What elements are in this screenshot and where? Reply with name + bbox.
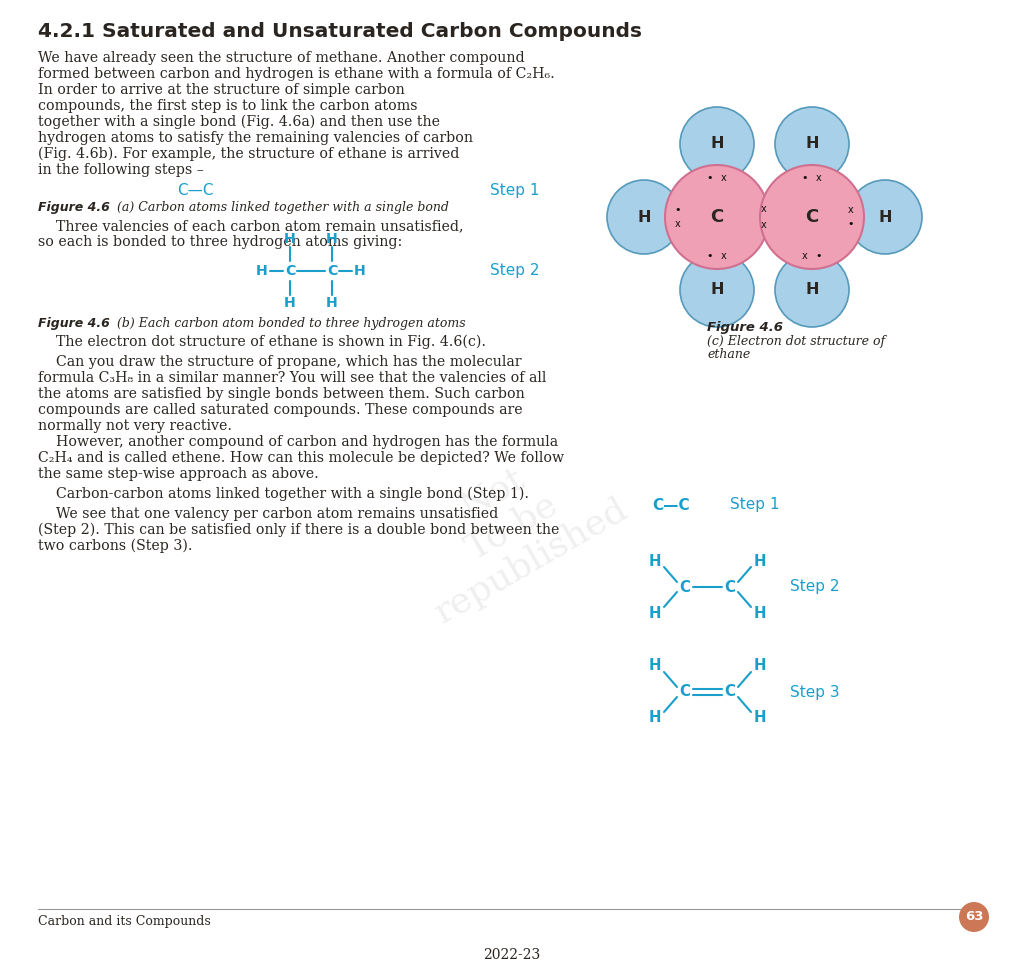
Ellipse shape — [680, 253, 754, 327]
Text: x: x — [721, 173, 727, 183]
Text: x: x — [816, 173, 822, 183]
Text: •: • — [848, 219, 854, 229]
Text: H: H — [805, 137, 819, 151]
Text: H: H — [326, 296, 338, 310]
Text: x: x — [802, 251, 808, 261]
Text: (c) Electron dot structure of: (c) Electron dot structure of — [707, 335, 885, 348]
Text: H: H — [649, 554, 662, 569]
Text: C: C — [725, 579, 735, 594]
Text: Carbon and its Compounds: Carbon and its Compounds — [38, 915, 211, 928]
Text: C: C — [327, 264, 337, 278]
Text: x: x — [848, 205, 854, 215]
Text: the atoms are satisfied by single bonds between them. Such carbon: the atoms are satisfied by single bonds … — [38, 387, 524, 401]
Ellipse shape — [848, 180, 922, 254]
Text: C—C: C—C — [177, 183, 213, 198]
Text: (b) Each carbon atom bonded to three hydrogen atoms: (b) Each carbon atom bonded to three hyd… — [113, 317, 466, 330]
Text: H: H — [256, 264, 268, 278]
Text: hydrogen atoms to satisfy the remaining valencies of carbon: hydrogen atoms to satisfy the remaining … — [38, 131, 473, 145]
Text: C: C — [680, 579, 690, 594]
Circle shape — [959, 902, 989, 932]
Text: Step 2: Step 2 — [790, 579, 840, 594]
Text: C₂H₄ and is called ethene. How can this molecule be depicted? We follow: C₂H₄ and is called ethene. How can this … — [38, 451, 564, 465]
Text: ethane: ethane — [707, 348, 751, 361]
Text: H: H — [649, 606, 662, 620]
Text: H: H — [637, 209, 650, 225]
Text: together with a single bond (Fig. 4.6a) and then use the: together with a single bond (Fig. 4.6a) … — [38, 115, 440, 129]
Text: Figure 4.6: Figure 4.6 — [707, 321, 783, 334]
Text: H: H — [649, 658, 662, 673]
Text: (Fig. 4.6b). For example, the structure of ethane is arrived: (Fig. 4.6b). For example, the structure … — [38, 147, 460, 161]
Text: 63: 63 — [965, 911, 983, 923]
Text: (Step 2). This can be satisfied only if there is a double bond between the: (Step 2). This can be satisfied only if … — [38, 523, 559, 537]
Text: We have already seen the structure of methane. Another compound: We have already seen the structure of me… — [38, 51, 524, 65]
Text: We see that one valency per carbon atom remains unsatisfied: We see that one valency per carbon atom … — [38, 507, 499, 521]
Text: Step 3: Step 3 — [790, 685, 840, 700]
Ellipse shape — [607, 180, 681, 254]
Text: H: H — [649, 710, 662, 726]
Text: H: H — [711, 282, 724, 298]
Text: H: H — [879, 209, 892, 225]
Text: H: H — [754, 710, 766, 726]
Text: •: • — [816, 251, 822, 261]
Text: Step 2: Step 2 — [490, 264, 540, 278]
Text: C—C: C—C — [652, 497, 689, 513]
Text: H: H — [284, 232, 296, 246]
Text: H: H — [326, 232, 338, 246]
Text: C: C — [805, 208, 818, 226]
Text: the same step-wise approach as above.: the same step-wise approach as above. — [38, 467, 318, 481]
Text: C: C — [285, 264, 295, 278]
Text: 2022-23: 2022-23 — [483, 948, 541, 962]
Ellipse shape — [775, 253, 849, 327]
Text: In order to arrive at the structure of simple carbon: In order to arrive at the structure of s… — [38, 83, 404, 97]
Text: x: x — [761, 220, 767, 230]
Text: Figure 4.6: Figure 4.6 — [38, 201, 110, 214]
Text: H: H — [284, 296, 296, 310]
Text: formula C₃H₈ in a similar manner? You will see that the valencies of all: formula C₃H₈ in a similar manner? You wi… — [38, 371, 547, 385]
Ellipse shape — [680, 107, 754, 181]
Text: •: • — [675, 205, 681, 215]
Text: •: • — [707, 173, 714, 183]
Text: C: C — [680, 685, 690, 700]
Text: C: C — [725, 685, 735, 700]
Text: x: x — [675, 219, 681, 229]
Text: formed between carbon and hydrogen is ethane with a formula of C₂H₆.: formed between carbon and hydrogen is et… — [38, 67, 555, 81]
Ellipse shape — [775, 107, 849, 181]
Text: 4.2.1 Saturated and Unsaturated Carbon Compounds: 4.2.1 Saturated and Unsaturated Carbon C… — [38, 22, 642, 41]
Text: so each is bonded to three hydrogen atoms giving:: so each is bonded to three hydrogen atom… — [38, 235, 402, 249]
Text: However, another compound of carbon and hydrogen has the formula: However, another compound of carbon and … — [38, 435, 558, 449]
Text: H: H — [754, 554, 766, 569]
Text: •: • — [802, 173, 808, 183]
Text: H: H — [754, 658, 766, 673]
Text: in the following steps –: in the following steps – — [38, 163, 204, 177]
Text: Not
To be
republished: Not To be republished — [390, 424, 634, 630]
Text: compounds, the first step is to link the carbon atoms: compounds, the first step is to link the… — [38, 99, 418, 113]
Text: H: H — [754, 606, 766, 620]
Text: compounds are called saturated compounds. These compounds are: compounds are called saturated compounds… — [38, 403, 522, 417]
Text: The electron dot structure of ethane is shown in Fig. 4.6(c).: The electron dot structure of ethane is … — [56, 335, 486, 350]
Text: Figure 4.6: Figure 4.6 — [38, 317, 110, 330]
Text: x: x — [721, 251, 727, 261]
Text: H: H — [354, 264, 366, 278]
Text: Step 1: Step 1 — [490, 183, 540, 198]
Text: C: C — [711, 208, 724, 226]
Ellipse shape — [760, 165, 864, 269]
Text: •: • — [707, 251, 714, 261]
Text: normally not very reactive.: normally not very reactive. — [38, 419, 232, 433]
Text: two carbons (Step 3).: two carbons (Step 3). — [38, 539, 193, 553]
Text: Can you draw the structure of propane, which has the molecular: Can you draw the structure of propane, w… — [38, 355, 521, 369]
Text: Three valencies of each carbon atom remain unsatisfied,: Three valencies of each carbon atom rema… — [56, 219, 464, 233]
Text: Carbon-carbon atoms linked together with a single bond (Step 1).: Carbon-carbon atoms linked together with… — [56, 487, 529, 501]
Text: H: H — [805, 282, 819, 298]
Text: H: H — [711, 137, 724, 151]
Text: Step 1: Step 1 — [730, 497, 779, 513]
Text: x: x — [761, 204, 767, 214]
Text: (a) Carbon atoms linked together with a single bond: (a) Carbon atoms linked together with a … — [113, 201, 449, 214]
Ellipse shape — [665, 165, 769, 269]
